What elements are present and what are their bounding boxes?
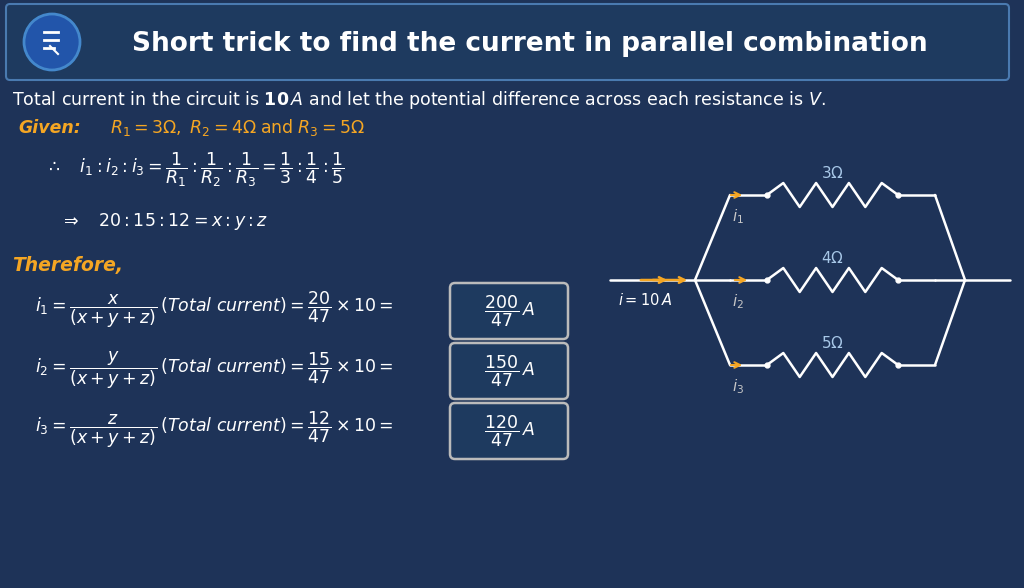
Text: $i_2 = \dfrac{y}{(x+y+z)}\,(\mathit{Total\ current}) = \dfrac{15}{47}\times 10 =: $i_2 = \dfrac{y}{(x+y+z)}\,(\mathit{Tota… [35,349,393,390]
Text: $\dfrac{150}{47}\,A$: $\dfrac{150}{47}\,A$ [483,353,535,389]
Text: $3\Omega$: $3\Omega$ [820,165,844,181]
Text: $4\Omega$: $4\Omega$ [820,250,844,266]
Text: $i_1 = \dfrac{x}{(x+y+z)}\,(\mathit{Total\ current}) = \dfrac{20}{47}\times 10 =: $i_1 = \dfrac{x}{(x+y+z)}\,(\mathit{Tota… [35,290,393,330]
FancyBboxPatch shape [6,4,1009,80]
Text: $i = 10\,A$: $i = 10\,A$ [618,292,672,308]
FancyBboxPatch shape [450,403,568,459]
Text: Given:: Given: [18,119,81,137]
Text: $\dfrac{200}{47}\,A$: $\dfrac{200}{47}\,A$ [483,293,535,329]
Text: $i_3$: $i_3$ [732,377,744,396]
Text: Total current in the circuit is $\mathbf{10\,\mathit{A}}$ and let the potential : Total current in the circuit is $\mathbf… [12,89,825,111]
Text: $i_3 = \dfrac{z}{(x+y+z)}\,(\mathit{Total\ current}) = \dfrac{12}{47}\times 10 =: $i_3 = \dfrac{z}{(x+y+z)}\,(\mathit{Tota… [35,410,393,450]
Circle shape [24,14,80,70]
FancyBboxPatch shape [450,343,568,399]
Text: Therefore,: Therefore, [12,256,123,276]
Text: $R_1 = 3\Omega,\;R_2 = 4\Omega\;\mathrm{and}\;R_3 = 5\Omega$: $R_1 = 3\Omega,\;R_2 = 4\Omega\;\mathrm{… [110,118,365,139]
Text: $i_1$: $i_1$ [732,208,744,226]
Text: $i_2$: $i_2$ [732,293,744,312]
Text: $5\Omega$: $5\Omega$ [820,335,844,351]
Text: $\therefore\quad i_1:i_2:i_3 = \dfrac{1}{R_1}:\dfrac{1}{R_2}:\dfrac{1}{R_3} = \d: $\therefore\quad i_1:i_2:i_3 = \dfrac{1}… [45,151,344,189]
Text: $\Rightarrow\quad 20:15:12 = x:y:z$: $\Rightarrow\quad 20:15:12 = x:y:z$ [60,212,268,232]
Text: $\dfrac{120}{47}\,A$: $\dfrac{120}{47}\,A$ [483,413,535,449]
FancyBboxPatch shape [450,283,568,339]
Text: Short trick to find the current in parallel combination: Short trick to find the current in paral… [132,31,928,57]
